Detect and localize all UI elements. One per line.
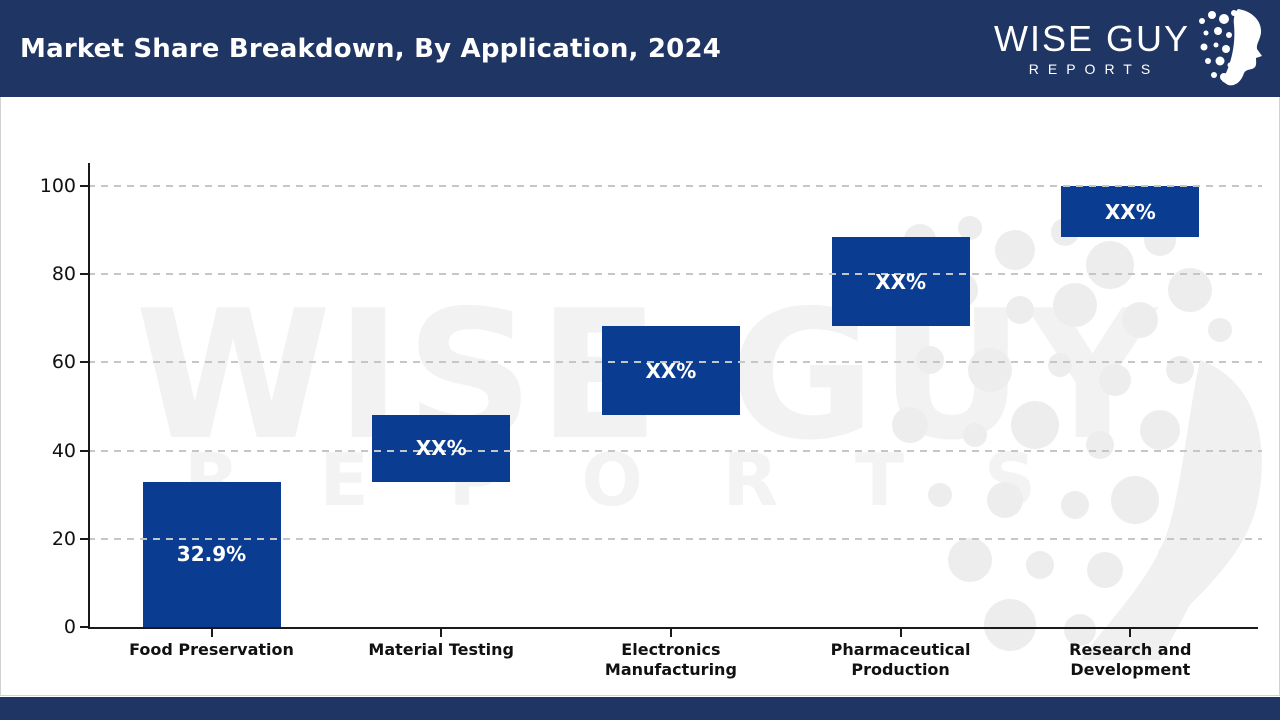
y-axis-tick-label: 60	[51, 351, 76, 374]
x-axis-tick	[440, 629, 443, 637]
bar-value-label: XX%	[875, 269, 927, 294]
y-axis-tick-label: 100	[39, 175, 76, 197]
wise-guy-logo: WISE GUY REPORTS	[994, 7, 1266, 91]
x-axis-category-label: Food Preservation	[129, 640, 294, 659]
y-axis-tick	[80, 361, 88, 364]
x-axis-category-label: Electronics Manufacturing	[604, 640, 737, 679]
logo-reports-text: REPORTS	[1028, 61, 1160, 77]
watermark-reports-text: REPORTS	[184, 438, 1116, 522]
x-axis-tick	[1129, 629, 1132, 637]
gridline	[88, 185, 1262, 187]
x-axis-category-label: Pharmaceutical Production	[830, 640, 971, 679]
y-axis-tick	[80, 537, 88, 540]
gridline	[88, 449, 1262, 452]
header: Market Share Breakdown, By Application, …	[0, 0, 1280, 97]
bar-value-label: XX%	[415, 436, 467, 461]
logo-head-icon	[1199, 8, 1262, 85]
gridline	[88, 537, 1262, 540]
y-axis-tick	[80, 449, 88, 452]
bar-segment	[142, 481, 281, 627]
page-title: Market Share Breakdown, By Application, …	[20, 33, 722, 64]
y-axis-tick	[80, 185, 88, 187]
footer-bar	[0, 697, 1280, 720]
bar-segment	[372, 414, 511, 482]
bar-value-label: XX%	[1104, 199, 1156, 224]
y-axis-line	[88, 163, 90, 629]
y-axis-tick	[80, 273, 88, 276]
x-axis-line	[88, 627, 1258, 629]
x-axis-tick	[210, 629, 213, 637]
bar-segment	[1061, 186, 1200, 238]
logo-wiseguy-text: WISE GUY	[993, 18, 1190, 59]
gridline	[88, 361, 1262, 364]
x-axis-category-label: Material Testing	[368, 640, 514, 659]
bar-value-label: 32.9%	[176, 542, 247, 567]
bar-segment	[601, 326, 740, 415]
y-axis-tick-label: 0	[63, 616, 76, 638]
y-axis-tick-label: 20	[51, 527, 76, 550]
y-axis-tick	[80, 626, 88, 628]
x-axis-tick	[669, 629, 672, 637]
gridline	[88, 273, 1262, 276]
y-axis-tick-label: 80	[51, 263, 76, 286]
bar-value-label: XX%	[645, 358, 697, 383]
bar-segment	[831, 237, 970, 327]
y-axis-tick-label: 40	[51, 439, 76, 462]
x-axis-category-label: Research and Development	[1069, 640, 1192, 679]
x-axis-tick	[899, 629, 902, 637]
